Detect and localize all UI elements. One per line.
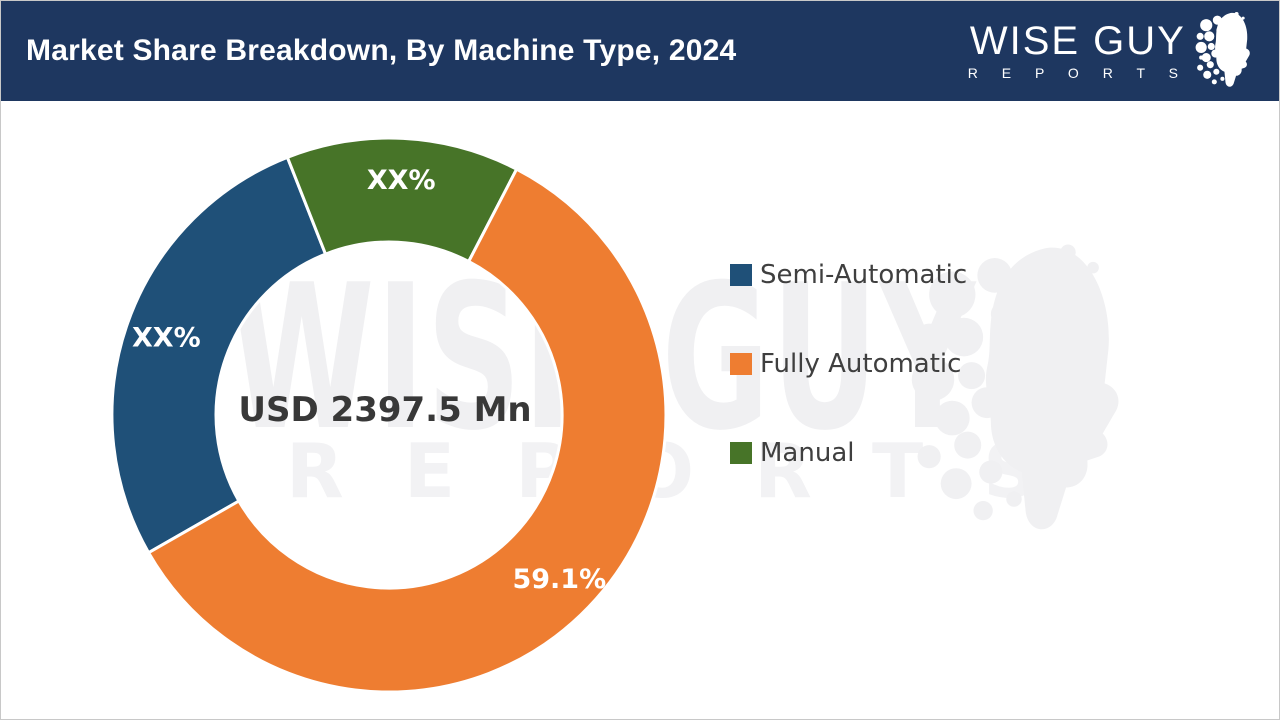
brand-name: WISE GUY bbox=[969, 19, 1186, 63]
legend-item: Manual bbox=[730, 437, 967, 469]
legend-label: Semi-Automatic bbox=[760, 260, 968, 290]
legend-label: Manual bbox=[760, 438, 855, 468]
legend-label: Fully Automatic bbox=[760, 349, 962, 379]
legend-swatch bbox=[730, 353, 752, 375]
brand-wordmark: WISE GUY R E P O R T S bbox=[968, 21, 1188, 81]
brand-head-icon bbox=[1194, 8, 1265, 94]
brand-logo: WISE GUY R E P O R T S bbox=[968, 8, 1265, 94]
brand-subtitle: R E P O R T S bbox=[967, 65, 1188, 81]
legend-item: Fully Automatic bbox=[730, 348, 967, 380]
slice-value-label: XX% bbox=[132, 322, 201, 353]
legend-item: Semi-Automatic bbox=[730, 259, 967, 291]
slice-semi-automatic bbox=[110, 155, 327, 555]
legend-swatch bbox=[730, 442, 752, 464]
slice-fully-automatic bbox=[147, 167, 668, 694]
slice-value-label: XX% bbox=[367, 165, 436, 196]
legend: Semi-Automatic Fully Automatic Manual bbox=[730, 259, 967, 526]
header-bar: Market Share Breakdown, By Machine Type,… bbox=[1, 1, 1279, 101]
legend-swatch bbox=[730, 264, 752, 286]
chart-center-value: USD 2397.5 Mn bbox=[238, 390, 532, 430]
page-title: Market Share Breakdown, By Machine Type,… bbox=[26, 34, 737, 67]
slice-value-label: 59.1% bbox=[512, 564, 606, 595]
